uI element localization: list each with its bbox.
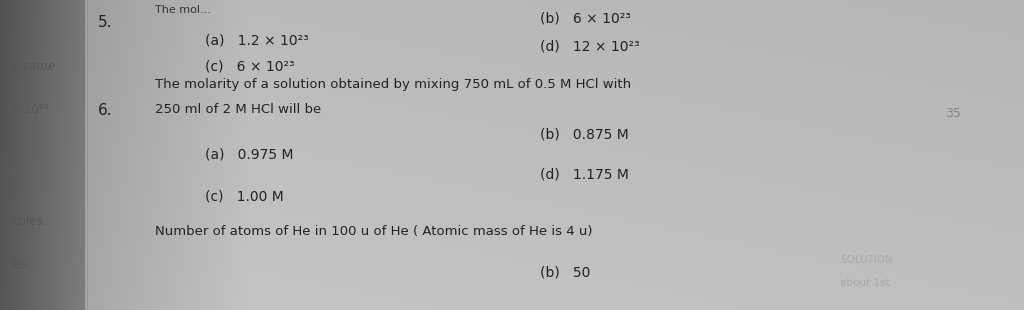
Text: X 10²³: X 10²³ [12,103,48,116]
Text: cules.: cules. [12,215,46,228]
Text: SOLUTION: SOLUTION [840,255,893,265]
Text: The mol...: The mol... [155,5,211,15]
Text: (c)   1.00 M: (c) 1.00 M [205,190,284,204]
Text: (b)   0.875 M: (b) 0.875 M [540,127,629,141]
Text: 5.: 5. [98,15,113,30]
Text: e same: e same [12,60,55,73]
Text: (b)   50: (b) 50 [540,265,591,279]
Text: about 1st: about 1st [840,278,890,288]
Text: 6.: 6. [98,103,113,118]
Text: (c)   6 × 10²³: (c) 6 × 10²³ [205,60,295,74]
Text: (d)   1.175 M: (d) 1.175 M [540,167,629,181]
Text: The molarity of a solution obtained by mixing 750 mL of 0.5 M HCl with: The molarity of a solution obtained by m… [155,78,631,91]
Text: 250 ml of 2 M HCl will be: 250 ml of 2 M HCl will be [155,103,322,116]
Text: (a)   1.2 × 10²³: (a) 1.2 × 10²³ [205,33,309,47]
Text: Number of atoms of He in 100 u of He ( Atomic mass of He is 4 u): Number of atoms of He in 100 u of He ( A… [155,225,593,238]
Text: (a)   0.975 M: (a) 0.975 M [205,147,294,161]
Text: (d)   12 × 10²³: (d) 12 × 10²³ [540,40,640,54]
Text: 35: 35 [945,107,961,120]
Polygon shape [0,0,85,310]
Text: (b)   6 × 10²³: (b) 6 × 10²³ [540,12,631,26]
Text: les.: les. [12,258,33,271]
